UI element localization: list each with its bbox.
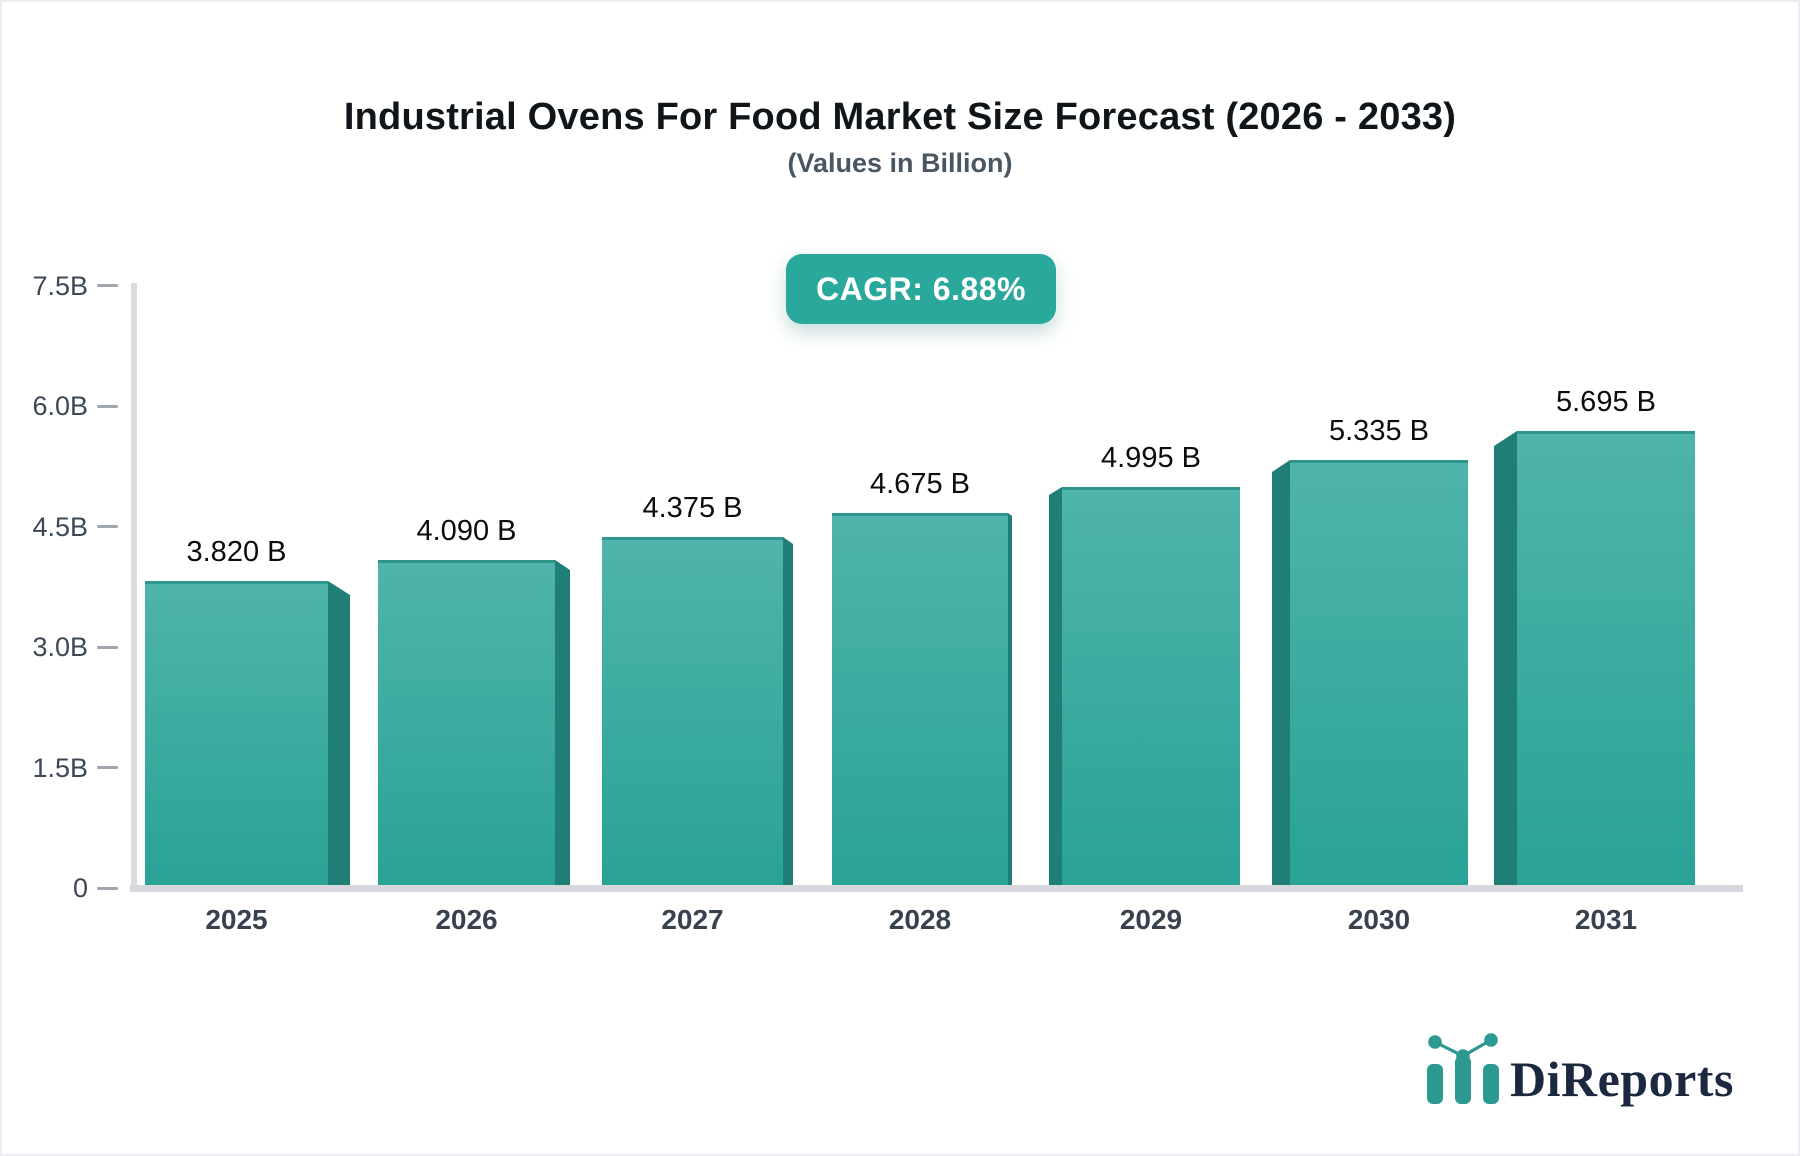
x-axis-label-2028: 2028 [888,904,952,935]
bar-side-face-2027 [783,537,793,888]
bar-side-face-2029 [1049,487,1062,888]
bar-side-face-2026 [555,560,570,888]
y-tick-mark [97,886,118,890]
cagr-badge-label: CAGR: 6.88% [816,270,1026,307]
bar-2029 [1062,487,1240,888]
y-tick-label: 1.5B [32,752,88,783]
bar-2026 [378,560,555,888]
bar-2031 [1517,431,1695,888]
bar-side-face-2028 [1008,513,1012,888]
bar-value-label-2025: 3.820 B [186,536,287,568]
chart-title: Industrial Ovens For Food Market Size Fo… [343,96,1457,138]
x-axis-label-2026: 2026 [435,904,498,935]
cagr-badge: CAGR: 6.88% [786,254,1056,324]
bar-side-face-2025 [328,581,350,888]
x-axis-label-2025: 2025 [205,904,268,935]
bar-side-face-2030 [1272,460,1290,888]
bar-value-label-2030: 5.335 B [1329,415,1429,447]
y-tick-mark [97,284,118,288]
x-axis-baseline [130,885,1743,892]
brand-logo: DiReports [1424,1030,1734,1104]
bar-2027 [602,537,783,888]
y-tick-label: 7.5B [32,270,88,301]
bar-2030 [1290,460,1468,888]
x-axis-label-2030: 2030 [1347,904,1411,935]
bar-2025 [145,581,328,888]
bar-2028 [832,513,1008,888]
bar-value-label-2028: 4.675 B [870,468,970,500]
x-axis-label-2029: 2029 [1119,904,1183,935]
y-axis-line [131,283,137,891]
y-tick-mark [97,766,118,770]
mini-bar-chart-icon [1427,1033,1499,1104]
bar-value-label-2031: 5.695 B [1556,386,1656,418]
y-tick-mark [97,525,118,529]
chart-subtitle: (Values in Billion) [787,148,1013,178]
y-tick-mark [97,645,118,649]
bar-value-label-2026: 4.090 B [416,515,517,547]
bar-value-label-2027: 4.375 B [642,492,743,524]
x-axis-label-2027: 2027 [661,904,724,935]
bar-value-label-2029: 4.995 B [1101,442,1201,474]
brand-logo-text: DiReports [1510,1051,1734,1107]
x-axis-label-2031: 2031 [1574,904,1638,935]
y-tick-mark [97,404,118,408]
y-tick-label: 3.0B [32,632,88,663]
bar-side-face-2031 [1494,431,1517,888]
y-tick-label: 0 [72,873,88,903]
y-tick-label: 4.5B [32,511,88,542]
y-tick-label: 6.0B [32,391,88,422]
